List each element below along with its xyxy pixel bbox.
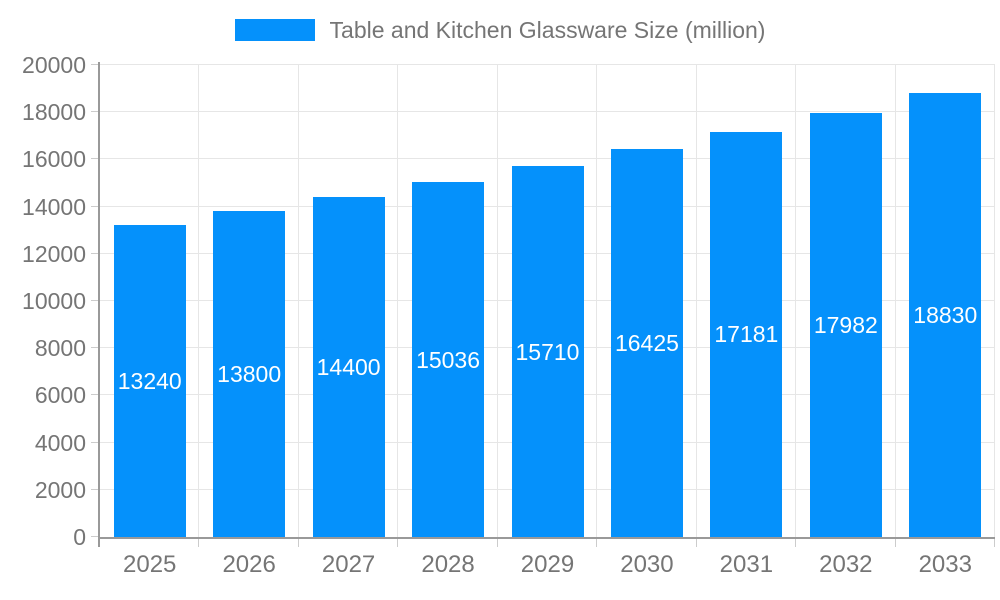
x-tick-label: 2026 <box>222 551 276 578</box>
x-gridline <box>894 65 896 537</box>
y-gridline <box>100 64 995 65</box>
x-gridline <box>496 65 498 537</box>
y-tick-label: 4000 <box>34 429 86 456</box>
bar: 13800 <box>213 211 286 537</box>
y-tick <box>91 488 100 490</box>
y-tick-label: 12000 <box>22 240 86 267</box>
x-tick-label: 2025 <box>123 551 177 578</box>
x-tick <box>894 537 896 547</box>
bar-value-label: 15710 <box>515 338 580 365</box>
y-tick <box>91 111 100 113</box>
bar-value-label: 15036 <box>416 346 481 373</box>
y-tick-label: 16000 <box>22 146 86 173</box>
y-tick <box>91 64 100 65</box>
x-gridline <box>198 65 200 537</box>
x-gridline <box>297 65 299 537</box>
legend: Table and Kitchen Glassware Size (millio… <box>0 17 1000 43</box>
bar: 18830 <box>909 92 982 537</box>
x-gridline <box>397 65 399 537</box>
y-tick <box>91 252 100 254</box>
y-tick-label: 18000 <box>22 99 86 126</box>
y-tick-label: 2000 <box>34 476 86 503</box>
y-tick-label: 20000 <box>22 52 86 78</box>
bar: 14400 <box>312 197 385 537</box>
x-tick <box>795 537 797 547</box>
x-tick-label: 2027 <box>321 551 376 578</box>
chart-title: Table and Kitchen Glassware Size (millio… <box>329 17 766 43</box>
x-tick <box>994 537 995 547</box>
bar-value-label: 17181 <box>714 321 779 348</box>
bar-value-label: 17982 <box>813 311 878 338</box>
x-tick <box>496 537 498 547</box>
x-tick-label: 2028 <box>421 551 475 578</box>
bar-value-label: 13240 <box>117 367 182 394</box>
x-tick <box>397 537 399 547</box>
bar-value-label: 14400 <box>316 354 381 381</box>
y-tick-label: 10000 <box>22 288 86 314</box>
y-gridline <box>100 158 995 160</box>
bar: 16425 <box>610 149 683 537</box>
y-tick-label: 14000 <box>22 193 86 220</box>
x-tick-label: 2030 <box>620 551 674 578</box>
bar: 17982 <box>809 112 882 537</box>
bar: 13240 <box>113 224 186 537</box>
bar-value-label: 18830 <box>913 301 978 328</box>
x-gridline <box>695 65 697 537</box>
y-tick <box>91 158 100 160</box>
x-tick-label: 2029 <box>520 551 575 578</box>
y-tick <box>91 347 100 349</box>
y-axis-line <box>98 62 100 547</box>
y-tick <box>91 205 100 207</box>
bar-value-label: 13800 <box>217 361 282 388</box>
x-tick-label: 2033 <box>918 551 972 578</box>
x-tick <box>695 537 697 547</box>
bar-value-label: 16425 <box>614 330 679 357</box>
y-tick <box>91 394 100 396</box>
bar: 15036 <box>412 182 485 537</box>
y-tick <box>91 300 100 301</box>
bar: 15710 <box>511 166 584 537</box>
x-tick-label: 2032 <box>819 551 873 578</box>
legend-swatch <box>234 19 315 41</box>
y-gridline <box>100 111 995 113</box>
y-tick-label: 0 <box>73 524 86 550</box>
x-axis-line <box>100 537 995 539</box>
y-tick-label: 8000 <box>34 335 86 362</box>
y-tick <box>91 536 100 537</box>
x-tick <box>596 537 598 547</box>
x-gridline <box>994 65 995 537</box>
x-tick <box>297 537 299 547</box>
x-gridline <box>596 65 598 537</box>
x-tick-label: 2031 <box>719 551 774 578</box>
x-gridline <box>795 65 797 537</box>
bar: 17181 <box>710 131 783 537</box>
x-tick <box>198 537 200 547</box>
y-tick <box>91 441 100 443</box>
y-tick-label: 6000 <box>34 382 86 409</box>
